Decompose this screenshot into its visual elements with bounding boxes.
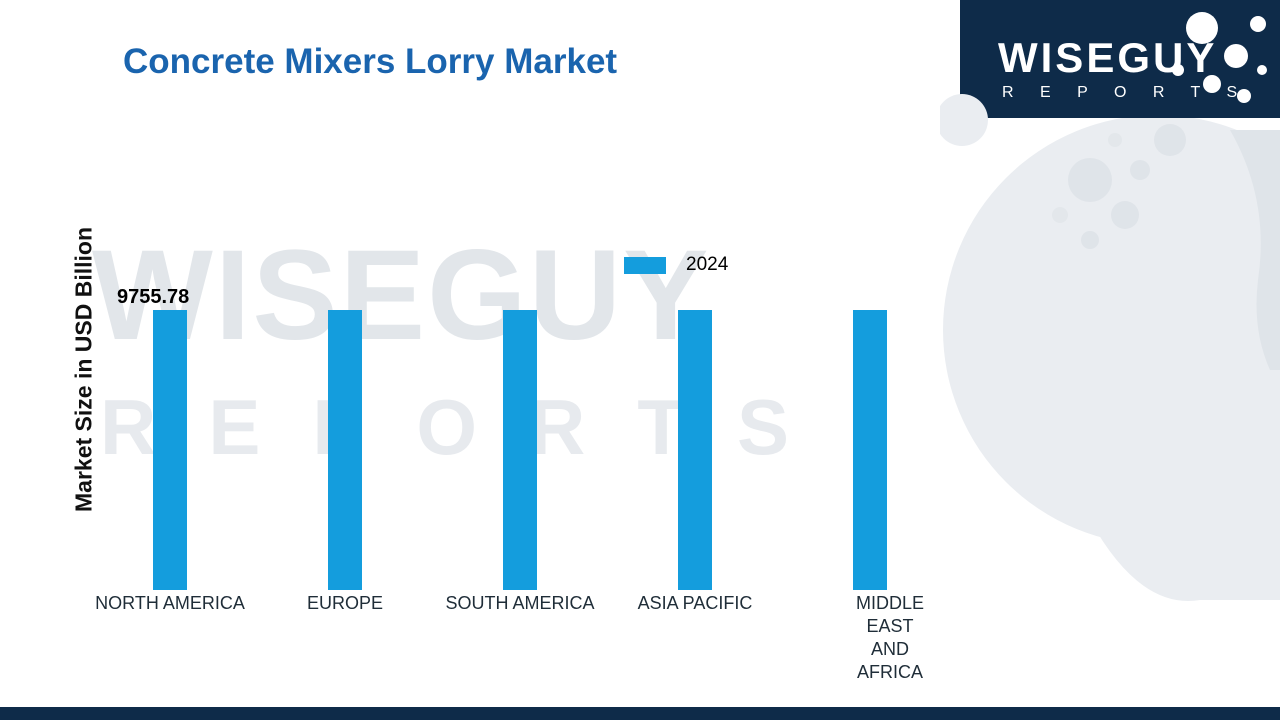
bar-europe — [328, 310, 362, 590]
category-label-south-america: SOUTH AMERICA — [445, 593, 595, 613]
bar-value-label: 9755.78 — [117, 286, 190, 308]
category-label-europe: EUROPE — [306, 593, 384, 613]
category-label-middle-east-and-africa: MIDDLE EAST AND AFRICA — [855, 593, 924, 683]
brand-logo-reports-label: R E P O R T S — [1002, 84, 1249, 101]
y-axis-label: Market Size in USD Billion — [70, 227, 97, 512]
bar-middle-east-and-africa — [853, 310, 887, 590]
legend: 2024 — [624, 254, 728, 276]
brand-logo-wordmark: WISEGUY — [998, 34, 1218, 81]
brand-logo: WISEGUY R E P O R T S — [960, 0, 1280, 118]
bar-north-america — [153, 310, 187, 590]
page-title: Concrete Mixers Lorry Market — [123, 42, 618, 81]
footer-strip — [0, 707, 1280, 720]
category-label-north-america: NORTH AMERICA — [95, 593, 245, 613]
bar-south-america — [503, 310, 537, 590]
watermark-brand: WISEGUY — [92, 224, 711, 367]
head-dots-graphic — [940, 0, 1280, 601]
watermark-reports: REPORTS — [100, 383, 842, 471]
legend-swatch-2024 — [624, 256, 666, 274]
category-label-asia-pacific: ASIA PACIFIC — [637, 593, 753, 613]
legend-label-2024: 2024 — [686, 254, 729, 275]
bar-asia-pacific — [678, 310, 712, 590]
